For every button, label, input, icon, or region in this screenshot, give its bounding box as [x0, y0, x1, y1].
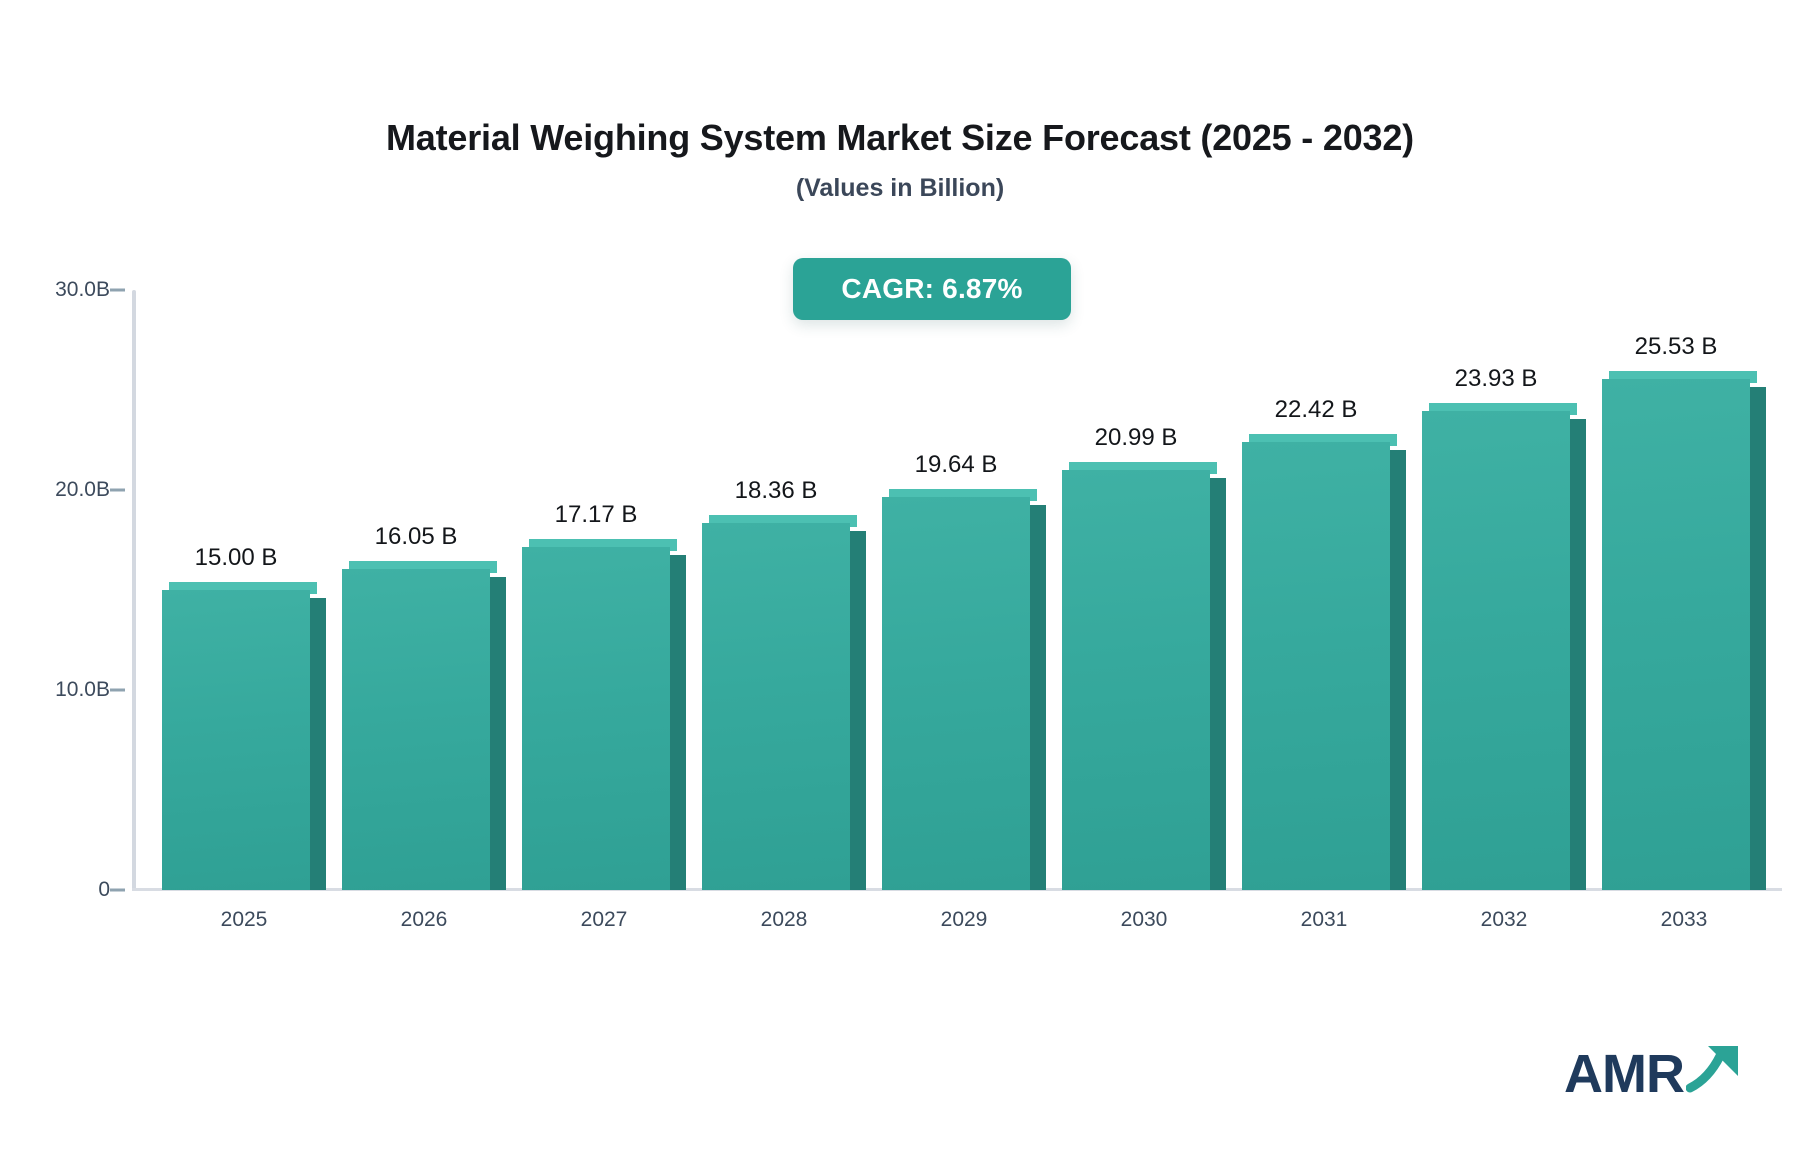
bar-side-face: [670, 554, 686, 890]
bar-2033: 25.53 B: [1602, 333, 1766, 890]
x-axis-tick-label: 2033: [1660, 908, 1708, 931]
bar-2028: 18.36 B: [702, 477, 866, 890]
plot-area: 30.0B 20.0B 10.0B 0 15.00 B 16.05 B 17.17 B 18…: [55, 278, 1782, 931]
x-axis-tick-label: 2032: [1480, 908, 1528, 931]
y-axis-tick-mark: [110, 888, 125, 892]
y-axis-line: [132, 290, 136, 890]
y-axis-tick-label: 20.0B: [55, 478, 110, 501]
bar-2030: 20.99 B: [1062, 424, 1226, 890]
bar-front-face: [162, 590, 310, 890]
bar-value-label: 18.36 B: [734, 476, 818, 504]
bar-side-face: [850, 530, 866, 890]
bar-value-label: 20.99 B: [1094, 424, 1178, 452]
bar-value-label: 15.00 B: [194, 544, 278, 571]
bar-2032: 23.93 B: [1422, 365, 1586, 890]
bar-front-face: [1062, 470, 1210, 890]
bar-front-face: [702, 522, 850, 890]
growth-arrow-icon: [1685, 1042, 1744, 1099]
bar-front-face: [522, 546, 670, 890]
bar-side-face: [310, 598, 326, 890]
x-axis-tick-label: 2031: [1300, 908, 1348, 931]
x-axis-tick-label: 2025: [220, 908, 268, 931]
bar-side-face: [1750, 387, 1766, 890]
chart-subtitle: (Values in Billion): [795, 174, 1005, 202]
x-axis-tick-label: 2026: [400, 908, 448, 931]
x-axis-tick-label: 2028: [760, 908, 808, 931]
bar-2027: 17.17 B: [522, 501, 686, 890]
y-axis-tick-label: 0: [98, 878, 110, 901]
y-axis-tick-label: 10.0B: [55, 678, 110, 701]
bar-value-label: 23.93 B: [1454, 365, 1538, 393]
bar-side-face: [1210, 478, 1226, 890]
bar-2031: 22.42 B: [1242, 396, 1406, 890]
y-axis-tick-mark: [110, 688, 125, 692]
bar-value-label: 25.53 B: [1634, 333, 1718, 361]
bar-side-face: [490, 577, 506, 890]
bar-value-label: 16.05 B: [374, 523, 458, 550]
bar-side-face: [1390, 449, 1406, 890]
y-axis-tick-mark: [110, 488, 125, 492]
bar-value-label: 17.17 B: [554, 500, 638, 528]
y-axis-tick-mark: [110, 288, 125, 292]
amr-logo: AMR: [1564, 1042, 1744, 1101]
x-axis-tick-label: 2029: [940, 908, 988, 931]
bar-front-face: [1242, 441, 1390, 890]
bar-value-label: 22.42 B: [1274, 395, 1358, 423]
bar-side-face: [1570, 419, 1586, 890]
bar-front-face: [882, 497, 1030, 890]
bar-2029: 19.64 B: [882, 451, 1046, 890]
bar-front-face: [1422, 411, 1570, 890]
bar-front-face: [342, 569, 490, 890]
bar-side-face: [1030, 505, 1046, 890]
x-axis-tick-label: 2027: [580, 908, 628, 931]
y-axis-tick-label: 30.0B: [55, 278, 110, 301]
bar-value-label: 19.64 B: [914, 451, 998, 479]
amr-logo-text: AMR: [1564, 1044, 1685, 1104]
cagr-badge: CAGR: 6.87%: [793, 258, 1071, 320]
x-axis-tick-label: 2030: [1120, 908, 1168, 931]
bar-front-face: [1602, 379, 1750, 890]
bar-2026: 16.05 B: [342, 523, 506, 890]
bar-2025: 15.00 B: [162, 544, 326, 890]
page-title: Material Weighing System Market Size For…: [386, 117, 1414, 158]
